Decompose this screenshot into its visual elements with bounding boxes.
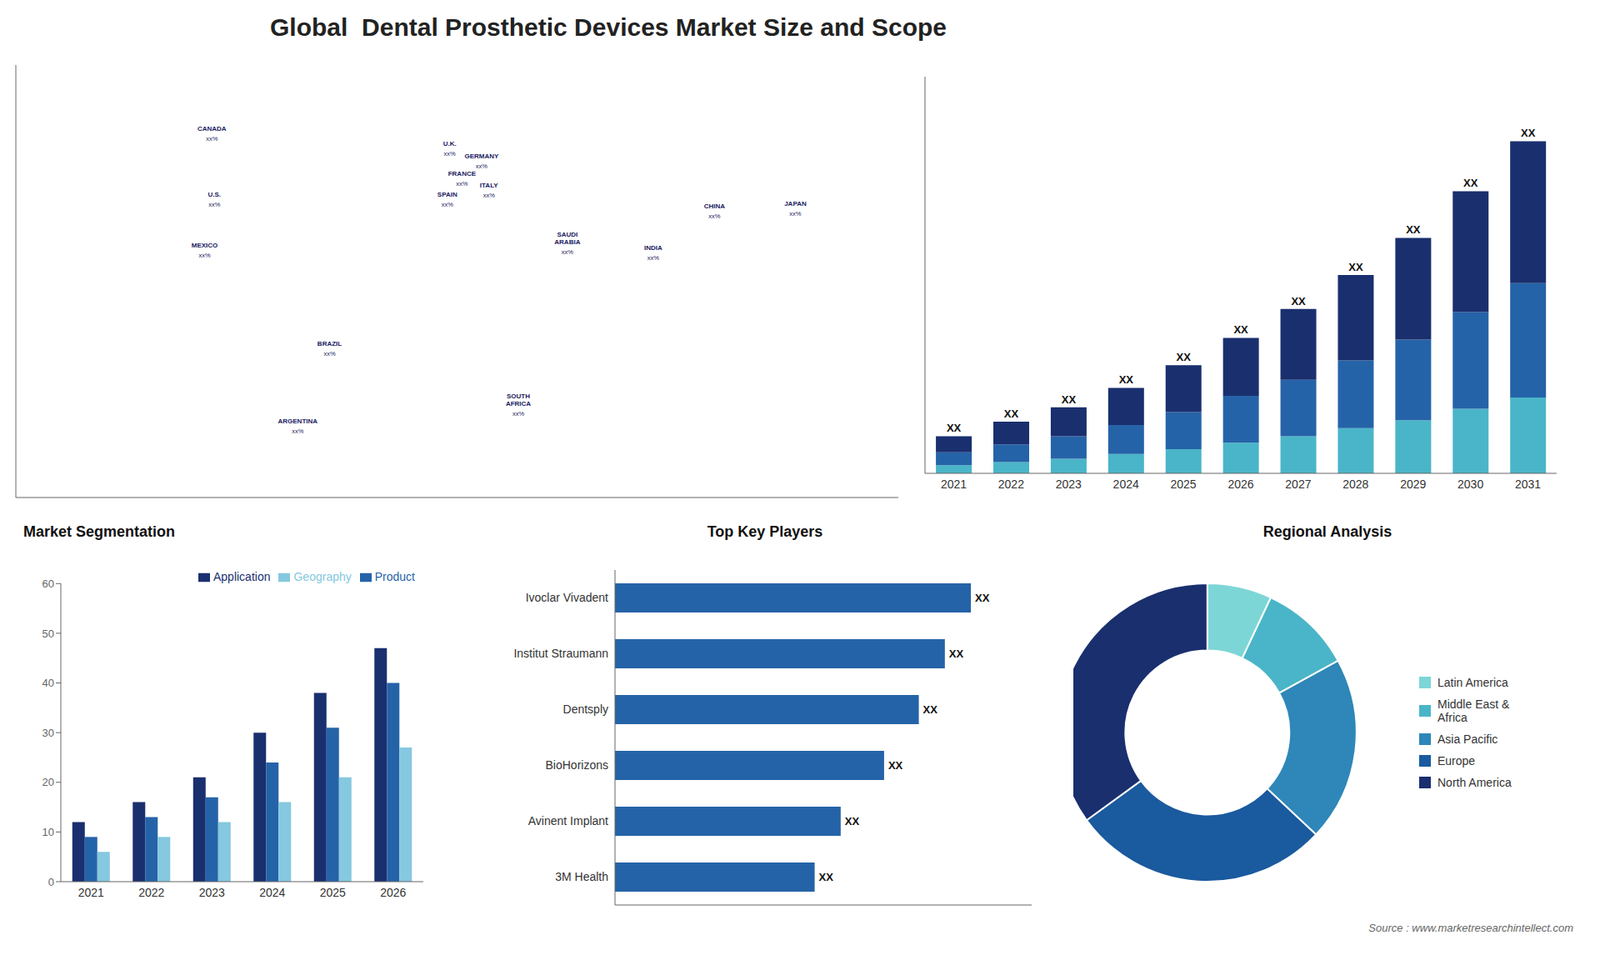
svg-text:xx%: xx% [561,248,575,256]
svg-text:3M Health: 3M Health [555,870,609,884]
svg-text:2022: 2022 [138,885,165,900]
svg-text:2029: 2029 [1400,477,1426,491]
svg-text:60: 60 [42,577,55,590]
svg-text:xx%: xx% [475,162,489,170]
svg-text:XX: XX [1405,223,1421,236]
svg-text:Dentsply: Dentsply [563,702,609,716]
svg-text:XX: XX [1520,126,1536,140]
svg-text:XX: XX [819,870,835,884]
svg-text:MEXICO: MEXICO [191,241,219,250]
svg-text:2024: 2024 [1113,477,1140,491]
svg-text:xx%: xx% [208,200,221,209]
svg-text:2021: 2021 [940,477,967,491]
svg-text:xx%: xx% [323,350,336,358]
svg-text:xx%: xx% [198,251,211,260]
svg-text:xx%: xx% [291,427,305,435]
html-text:Application: Application [213,570,271,584]
html-text:Latin America: Latin America [1437,675,1509,690]
svg-text:xx%: xx% [647,254,660,262]
svg-text:xx%: xx% [512,410,525,418]
svg-text:30: 30 [42,726,55,740]
svg-text:2022: 2022 [998,477,1025,491]
svg-text:xx%: xx% [789,210,802,218]
svg-text:XX: XX [923,703,939,716]
svg-text:2026: 2026 [380,885,406,900]
svg-text:SOUTHAFRICA: SOUTHAFRICA [505,392,531,408]
svg-text:xx%: xx% [441,200,455,209]
svg-text:2025: 2025 [320,885,346,900]
svg-text:SPAIN: SPAIN [437,190,458,199]
svg-text:xx%: xx% [708,212,721,220]
html-text:Middle East & Africa: Middle East & Africa [1437,697,1510,725]
svg-text:XX: XX [949,647,965,660]
svg-text:2028: 2028 [1342,477,1369,491]
svg-text:40: 40 [42,676,55,690]
svg-text:XX: XX [1004,407,1020,420]
svg-text:JAPAN: JAPAN [784,200,807,208]
svg-text:ARGENTINA: ARGENTINA [278,417,319,425]
svg-text:2023: 2023 [1055,477,1082,491]
svg-text:U.K.: U.K. [443,140,457,148]
svg-text:2025: 2025 [1170,477,1197,491]
svg-text:2027: 2027 [1285,477,1311,491]
html-text:Asia Pacific: Asia Pacific [1437,732,1498,746]
svg-text:XX: XX [1061,393,1077,406]
html-text:Global Dental Prosthetic Devic: Global Dental Prosthetic Devices Market … [270,13,947,41]
svg-text:50: 50 [42,627,55,640]
svg-text:Ivoclar Vivadent: Ivoclar Vivadent [525,590,609,605]
svg-text:SAUDIARABIA: SAUDIARABIA [554,230,580,246]
html-text:Europe: Europe [1437,754,1476,768]
svg-text:2024: 2024 [259,885,285,900]
svg-text:Institut Straumann: Institut Straumann [513,646,609,660]
svg-text:XX: XX [1233,323,1249,336]
svg-text:XX: XX [1290,295,1306,308]
html-text:Source : www.marketresearchint: Source : www.marketresearchintellect.com [1368,921,1574,935]
svg-text:0: 0 [48,875,55,889]
svg-text:FRANCE: FRANCE [448,170,477,178]
svg-text:2026: 2026 [1227,477,1254,491]
svg-text:CHINA: CHINA [704,202,726,210]
svg-text:xx%: xx% [444,150,457,158]
svg-text:BRAZIL: BRAZIL [317,340,342,348]
svg-text:xx%: xx% [455,180,469,188]
svg-text:XX: XX [975,591,990,605]
svg-text:xx%: xx% [205,135,219,143]
svg-text:XX: XX [1348,260,1364,274]
html-text:Regional Analysis: Regional Analysis [1263,523,1392,540]
html-text:North America: North America [1437,775,1512,790]
svg-text:BioHorizons: BioHorizons [545,758,609,772]
svg-text:2023: 2023 [199,885,225,900]
svg-text:2021: 2021 [78,885,105,900]
svg-text:CANADA: CANADA [197,125,227,133]
svg-text:XX: XX [946,421,962,435]
svg-text:2030: 2030 [1457,477,1484,491]
svg-text:xx%: xx% [483,191,496,200]
svg-text:GERMANY: GERMANY [464,152,500,160]
html-text:Market Segmentation: Market Segmentation [23,523,175,540]
svg-text:XX: XX [1463,176,1479,190]
svg-text:U.S.: U.S. [207,190,221,199]
svg-text:ITALY: ITALY [480,181,499,190]
svg-text:XX: XX [1119,373,1135,386]
svg-text:INDIA: INDIA [644,244,663,252]
svg-text:10: 10 [42,825,55,839]
svg-text:Avinent Implant: Avinent Implant [528,814,609,828]
svg-text:2031: 2031 [1515,477,1541,491]
svg-text:XX: XX [845,815,860,828]
svg-text:20: 20 [42,775,55,789]
svg-text:XX: XX [1176,350,1192,364]
svg-text:XX: XX [888,759,904,772]
html-text:Geography: Geography [293,570,352,584]
html-text:Top Key Players: Top Key Players [707,523,823,540]
html-text:Product: Product [374,570,415,584]
